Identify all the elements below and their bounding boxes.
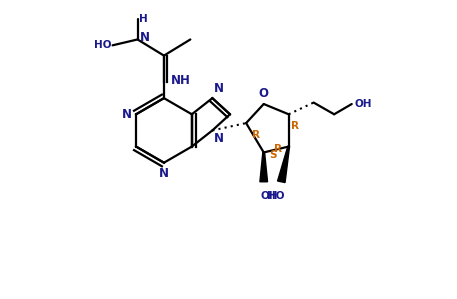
Text: OH: OH bbox=[261, 190, 278, 201]
Text: NH: NH bbox=[171, 74, 191, 87]
Text: N: N bbox=[214, 132, 224, 145]
Text: HO: HO bbox=[94, 40, 111, 50]
Polygon shape bbox=[277, 147, 290, 183]
Text: O: O bbox=[259, 87, 269, 100]
Text: N: N bbox=[140, 31, 150, 45]
Text: R: R bbox=[291, 121, 298, 131]
Text: N: N bbox=[159, 167, 169, 180]
Text: R: R bbox=[274, 144, 282, 155]
Text: HO: HO bbox=[267, 190, 284, 201]
Text: S: S bbox=[269, 150, 276, 160]
Text: N: N bbox=[122, 108, 132, 121]
Text: OH: OH bbox=[355, 99, 372, 109]
Text: R: R bbox=[252, 130, 260, 140]
Text: H: H bbox=[139, 14, 148, 24]
Text: N: N bbox=[214, 82, 224, 95]
Polygon shape bbox=[260, 152, 267, 182]
